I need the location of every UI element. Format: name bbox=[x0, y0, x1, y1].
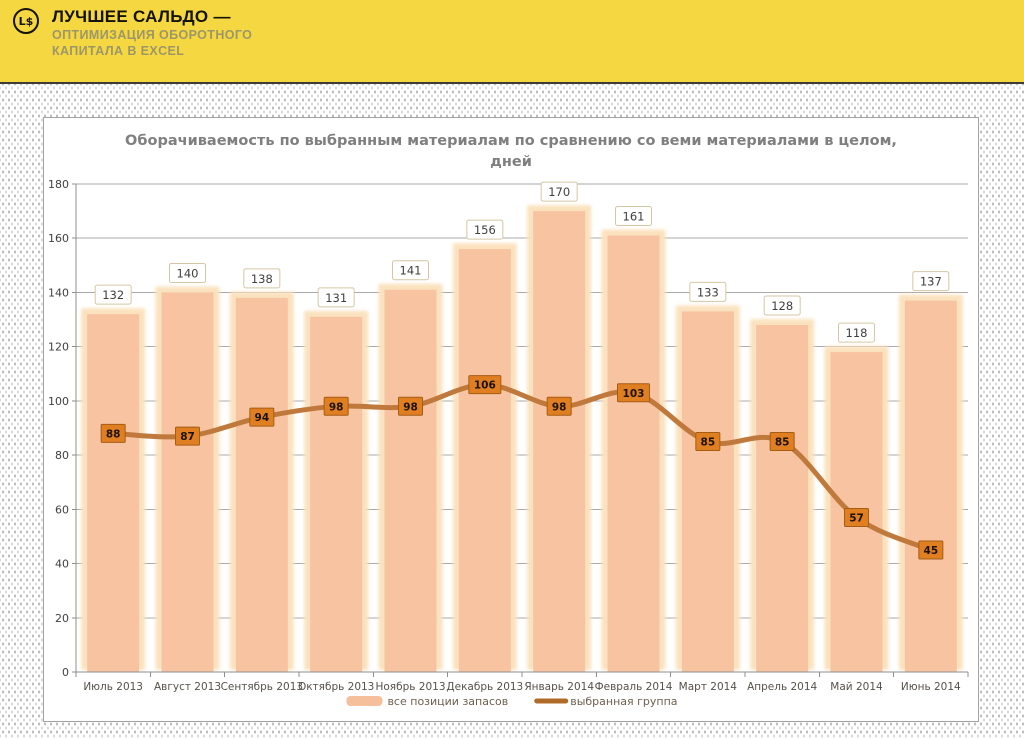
bar-value-label: 170 bbox=[548, 185, 570, 199]
y-tick-label: 80 bbox=[55, 449, 69, 462]
legend-bar-swatch bbox=[346, 696, 383, 706]
bar-value-label: 137 bbox=[920, 275, 942, 289]
bar-value-box bbox=[243, 268, 281, 289]
line-marker bbox=[398, 396, 423, 416]
bar-value-label: 161 bbox=[623, 210, 645, 224]
bar-value-box bbox=[392, 260, 429, 281]
x-tick-label: Май 2014 bbox=[830, 681, 883, 693]
x-tick-label: Август 2013 bbox=[154, 681, 221, 693]
y-tick-label: 20 bbox=[55, 612, 69, 625]
bar-value-label: 156 bbox=[474, 223, 496, 237]
line-marker-label: 88 bbox=[106, 428, 121, 440]
line-marker bbox=[695, 432, 721, 452]
x-tick-label: Март 2014 bbox=[679, 681, 738, 693]
y-tick-label: 40 bbox=[55, 558, 69, 571]
brand-logo-icon[interactable]: L$ bbox=[13, 8, 39, 34]
bar bbox=[533, 211, 586, 672]
line-marker bbox=[323, 396, 349, 416]
chart-panel: Оборачиваемость по выбранным материалам … bbox=[43, 117, 979, 722]
line-marker-label: 85 bbox=[701, 437, 716, 449]
bar-value-box bbox=[94, 284, 132, 305]
bar-value-box bbox=[912, 271, 950, 292]
y-tick-label: 100 bbox=[48, 395, 69, 408]
bar-value-box bbox=[317, 287, 355, 308]
line-marker-label: 106 bbox=[474, 380, 496, 392]
bar bbox=[681, 311, 734, 672]
brand-title: ЛУЧШЕЕ САЛЬДО — bbox=[52, 7, 231, 26]
line-marker bbox=[175, 426, 200, 446]
brand-block[interactable]: ЛУЧШЕЕ САЛЬДО — ОПТИМИЗАЦИЯ ОБОРОТНОГО К… bbox=[52, 7, 252, 59]
bar-value-box bbox=[540, 181, 578, 202]
x-tick-label: Сентябрь 2013 bbox=[221, 681, 303, 693]
line-marker-label: 103 bbox=[623, 388, 645, 400]
x-tick-label: Январь 2014 bbox=[524, 681, 594, 693]
x-tick-label: Февраль 2014 bbox=[595, 681, 673, 693]
y-tick-label: 0 bbox=[62, 666, 69, 679]
line-marker bbox=[249, 407, 275, 427]
line-marker bbox=[617, 383, 650, 403]
x-tick-label: Декабрь 2013 bbox=[446, 681, 523, 693]
chart-title-line1: Оборачиваемость по выбранным материалам … bbox=[125, 133, 897, 149]
line-marker-label: 85 bbox=[775, 437, 790, 449]
x-tick-label: Июнь 2014 bbox=[901, 681, 961, 693]
y-tick-label: 60 bbox=[55, 503, 69, 516]
bar-value-box bbox=[763, 295, 801, 316]
line-marker bbox=[546, 396, 572, 416]
line-marker bbox=[844, 507, 869, 527]
bar-value-box bbox=[169, 262, 206, 283]
bar-value-label: 138 bbox=[251, 272, 273, 286]
logo-text: L$ bbox=[18, 14, 34, 28]
bar bbox=[310, 316, 363, 672]
bar-value-label: 133 bbox=[697, 285, 719, 299]
chart-title-line2: дней bbox=[490, 154, 532, 170]
line-marker-label: 98 bbox=[403, 401, 418, 413]
legend-line-swatch bbox=[534, 698, 569, 704]
brand-subtitle-line1: ОПТИМИЗАЦИЯ ОБОРОТНОГО bbox=[52, 28, 253, 42]
line-marker bbox=[100, 423, 126, 443]
bar bbox=[756, 324, 809, 672]
y-tick-label: 120 bbox=[48, 341, 69, 354]
legend-label-bars: все позиции запасов bbox=[387, 695, 508, 708]
bar-value-box bbox=[689, 281, 727, 302]
line-marker-label: 45 bbox=[924, 545, 939, 557]
legend-label-line: выбранная группа bbox=[570, 695, 677, 708]
line-marker-label: 98 bbox=[552, 401, 567, 413]
bar-value-box bbox=[466, 219, 504, 240]
bar-value-box bbox=[838, 322, 875, 343]
line-marker-label: 57 bbox=[849, 512, 864, 524]
line-marker-label: 98 bbox=[329, 401, 344, 413]
bar-value-label: 118 bbox=[846, 326, 868, 340]
bar bbox=[904, 300, 957, 672]
bar-value-label: 140 bbox=[177, 266, 199, 280]
turnover-chart: 0 20 40 60 80 100 120 140 160 180 132 140 138 131 141 1… bbox=[48, 178, 969, 708]
bar bbox=[235, 297, 288, 672]
line-marker-label: 87 bbox=[180, 431, 195, 443]
line-marker-label: 94 bbox=[255, 412, 270, 424]
bar bbox=[161, 292, 214, 672]
y-tick-label: 140 bbox=[48, 286, 69, 299]
line-marker bbox=[468, 375, 502, 395]
bar-value-label: 141 bbox=[400, 264, 422, 278]
y-tick-label: 160 bbox=[48, 232, 69, 245]
bar bbox=[87, 314, 140, 672]
line-marker bbox=[918, 540, 944, 560]
legend: все позиции запасов выбранная группа bbox=[346, 695, 678, 708]
brand-subtitle-line2: КАПИТАЛА В EXCEL bbox=[52, 44, 185, 58]
x-tick-label: Октябрь 2013 bbox=[298, 681, 374, 693]
bar bbox=[458, 249, 511, 673]
x-tick-label: Апрель 2014 bbox=[747, 681, 817, 693]
chart-title: Оборачиваемость по выбранным материалам … bbox=[44, 131, 978, 174]
bar-value-label: 131 bbox=[325, 291, 347, 305]
x-tick-label: Июль 2013 bbox=[83, 681, 143, 693]
line-marker bbox=[769, 432, 795, 452]
bar-value-box bbox=[615, 206, 652, 227]
bar-value-label: 128 bbox=[771, 299, 793, 313]
x-tick-label: Ноябрь 2013 bbox=[375, 681, 445, 693]
site-header: L$ ЛУЧШЕЕ САЛЬДО — ОПТИМИЗАЦИЯ ОБОРОТНОГ… bbox=[0, 0, 1024, 84]
bar bbox=[607, 235, 660, 672]
bar-value-label: 132 bbox=[102, 288, 124, 302]
bar bbox=[384, 289, 437, 672]
y-tick-label: 180 bbox=[48, 178, 69, 191]
